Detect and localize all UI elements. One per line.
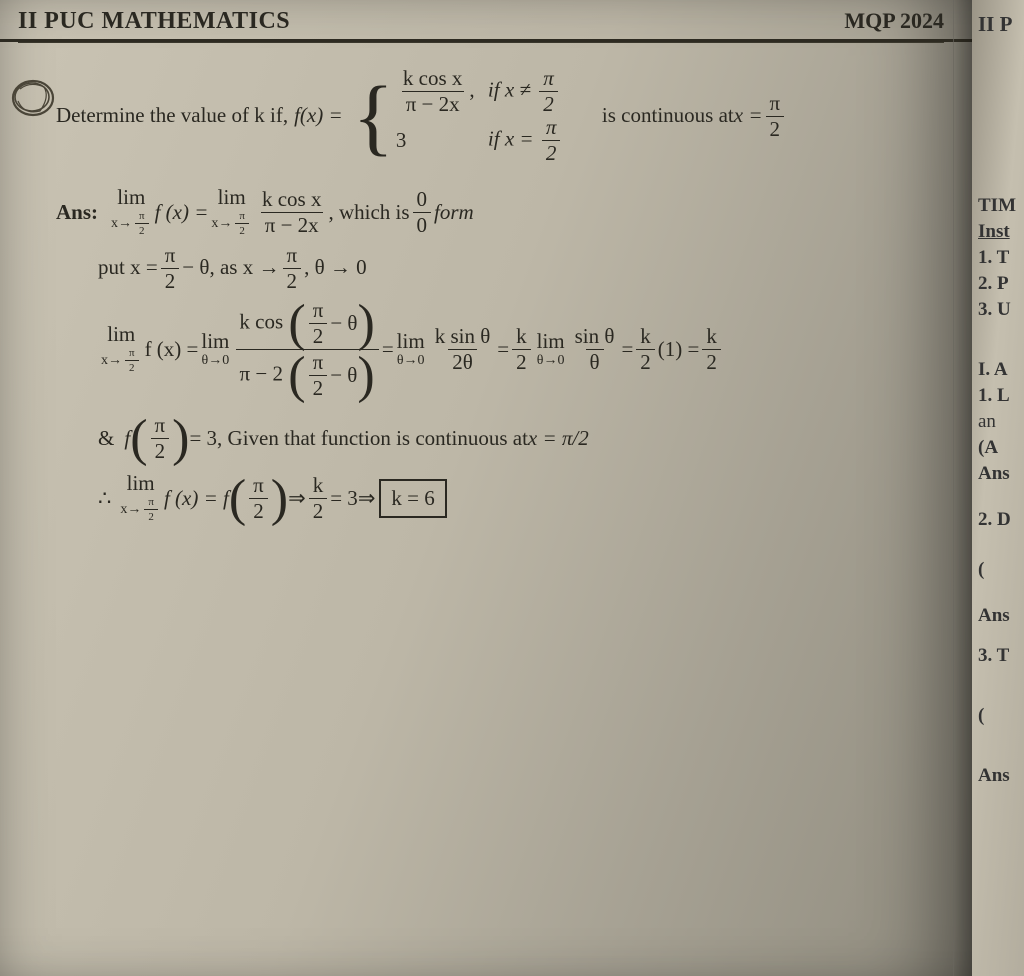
header-title-left: II PUC MATHEMATICS bbox=[18, 8, 290, 35]
adjacent-page-edge: II P TIM Inst 1. T 2. P 3. U I. A 1. L a… bbox=[972, 0, 1024, 976]
page: II PUC MATHEMATICS MQP 2024 Determine th… bbox=[0, 0, 1024, 976]
question-tail-eq: x = bbox=[734, 100, 763, 132]
lim-5: lim x→π2 bbox=[120, 473, 161, 523]
piecewise-block: { k cos x π − 2x , if x ≠ π bbox=[353, 67, 598, 165]
ans-label: Ans: bbox=[56, 197, 98, 229]
content-area: Determine the value of k if, f(x) = { k … bbox=[0, 43, 1024, 524]
case1-cond-frac: π 2 bbox=[539, 67, 558, 116]
lim-2: lim x→π2 bbox=[211, 187, 252, 237]
ans-line5: ∴ lim x→π2 f (x) = f (π2) ⇒ k2 = 3 ⇒ k =… bbox=[98, 473, 944, 523]
question-line: Determine the value of k if, f(x) = { k … bbox=[56, 67, 944, 165]
ans-line1: Ans: lim x→π2 f (x) = lim x→π2 k cos x π… bbox=[56, 187, 944, 237]
ampersand: & bbox=[98, 423, 114, 455]
lim-3c: lim θ→0 bbox=[397, 331, 425, 368]
lim-3a: lim x→π2 bbox=[101, 324, 142, 374]
case1-num: k cos x bbox=[399, 67, 467, 91]
fx-equals: f(x) = bbox=[294, 100, 343, 132]
answer-box: k = 6 bbox=[379, 479, 446, 519]
scribble-icon bbox=[10, 77, 56, 119]
header-title-right: MQP 2024 bbox=[844, 8, 944, 34]
question-tail-pre: is continuous at bbox=[602, 100, 734, 132]
l4-x: x = π/2 bbox=[528, 423, 589, 455]
case1-fraction: k cos x π − 2x bbox=[399, 67, 467, 116]
zero-over-zero: 0 0 bbox=[413, 188, 432, 237]
l3-fx: f (x) = bbox=[145, 334, 199, 366]
ans1-tail: , which is bbox=[328, 197, 409, 229]
ans1-frac: k cos x π − 2x bbox=[258, 188, 326, 237]
ans-line2: put x = π2 − θ, as x → π2 , θ → 0 bbox=[98, 244, 944, 293]
l2-c: , θ → 0 bbox=[304, 252, 367, 284]
question-lead: Determine the value of k if, bbox=[56, 100, 288, 132]
brace-icon: { bbox=[353, 80, 394, 153]
ans1-form: form bbox=[434, 197, 474, 229]
l4-text: , Given that function is continuous at bbox=[217, 423, 528, 455]
case1-comma: , bbox=[469, 77, 474, 101]
therefore-icon: ∴ bbox=[98, 483, 111, 515]
page-header: II PUC MATHEMATICS MQP 2024 bbox=[0, 0, 1024, 42]
l2-b: − θ, as x → bbox=[182, 252, 279, 284]
l3-bigfrac: k cos (π2 − θ) π − 2 (π2 − θ) bbox=[235, 299, 378, 400]
case1-cond-pre: if x ≠ bbox=[488, 77, 531, 101]
lim-3b: lim θ→0 bbox=[201, 331, 229, 368]
case2-cond-frac: π 2 bbox=[542, 116, 561, 165]
lim-3d: lim θ→0 bbox=[537, 331, 565, 368]
ans-line3: lim x→π2 f (x) = lim θ→0 k cos (π2 − θ) … bbox=[98, 299, 944, 400]
case2-cond-pre: if x = bbox=[488, 127, 534, 151]
case1-den: π − 2x bbox=[402, 91, 464, 116]
ans1-fx: f (x) = bbox=[155, 197, 209, 229]
lim-1: lim x→π2 bbox=[111, 187, 152, 237]
question-tail-frac: π 2 bbox=[766, 92, 785, 141]
ans-line4: & f (π2) = 3 , Given that function is co… bbox=[98, 414, 944, 463]
l2-a: put x = bbox=[98, 252, 158, 284]
case2-val: 3 bbox=[396, 125, 488, 157]
